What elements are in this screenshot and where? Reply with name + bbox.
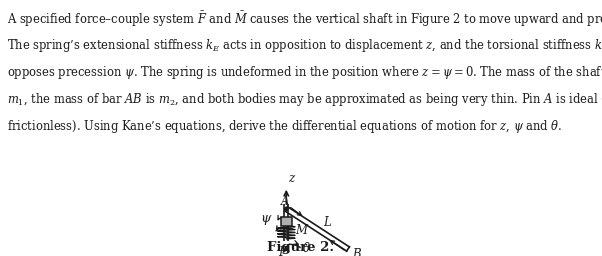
Text: $A$: $A$ xyxy=(280,194,291,208)
Text: opposes precession $\psi$. The spring is undeformed in the position where $z = \: opposes precession $\psi$. The spring is… xyxy=(7,64,602,81)
Bar xyxy=(281,217,292,226)
Text: $m_1$, the mass of bar $AB$ is $m_2$, and both bodies may be approximated as bei: $m_1$, the mass of bar $AB$ is $m_2$, an… xyxy=(7,91,602,108)
Circle shape xyxy=(284,207,288,211)
Text: $z$: $z$ xyxy=(288,172,296,185)
Text: The spring’s extensional stiffness $k_E$ acts in opposition to displacement $z$,: The spring’s extensional stiffness $k_E$… xyxy=(7,37,602,54)
Text: $\psi$: $\psi$ xyxy=(260,213,272,227)
Text: $B$: $B$ xyxy=(352,247,363,256)
Text: $F$: $F$ xyxy=(278,245,289,256)
Text: Figure 2.: Figure 2. xyxy=(267,241,335,253)
Text: frictionless). Using Kane’s equations, derive the differential equations of moti: frictionless). Using Kane’s equations, d… xyxy=(7,118,563,135)
Text: $L$: $L$ xyxy=(323,216,332,229)
Text: $\theta$: $\theta$ xyxy=(302,241,311,255)
Text: A specified force–couple system $\bar{F}$ and $\bar{M}$ causes the vertical shaf: A specified force–couple system $\bar{F}… xyxy=(7,10,602,29)
Text: $M$: $M$ xyxy=(294,223,309,237)
